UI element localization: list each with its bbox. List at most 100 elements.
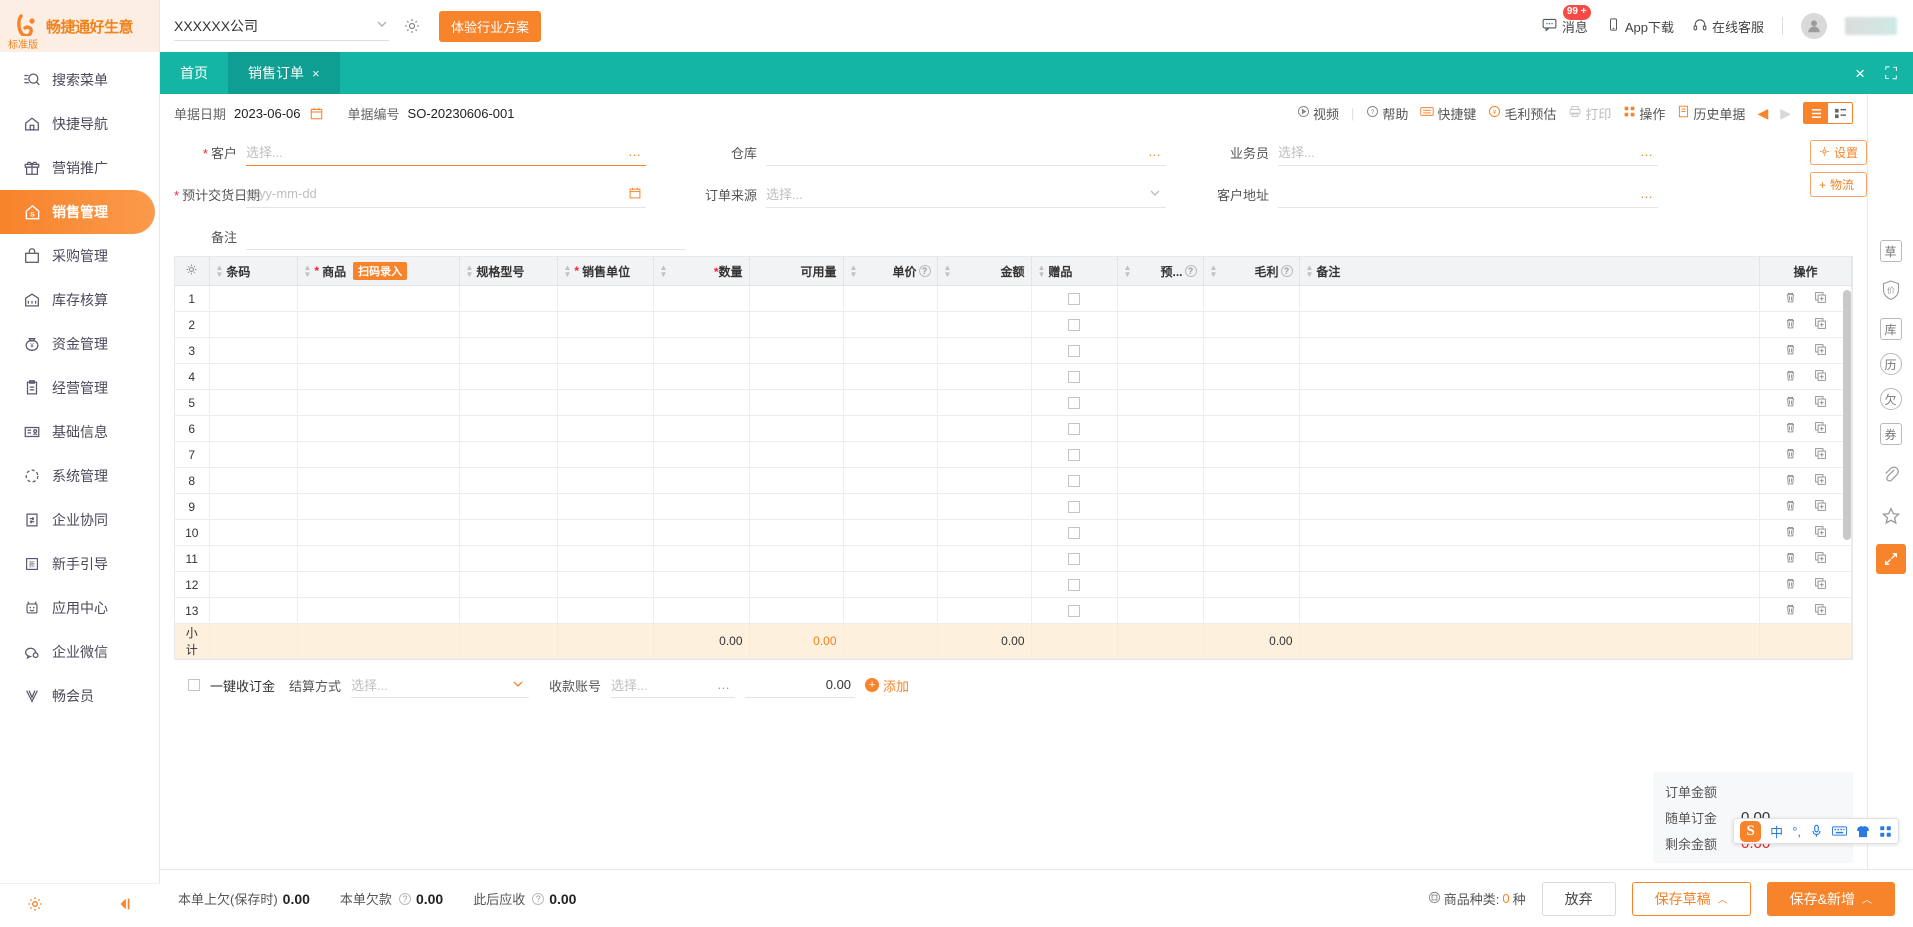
cell-spec[interactable] bbox=[459, 389, 558, 416]
cell-spec[interactable] bbox=[459, 519, 558, 546]
order-source-input[interactable]: 选择... bbox=[766, 180, 1166, 208]
cell-amount[interactable] bbox=[937, 467, 1032, 494]
sort-icon[interactable]: ▲ ▼ bbox=[849, 263, 858, 279]
cell-pre[interactable] bbox=[1117, 467, 1204, 494]
trash-icon[interactable] bbox=[1784, 551, 1797, 567]
sidebar-item-member[interactable]: 畅会员 bbox=[0, 674, 159, 718]
form-settings-button[interactable]: 设置 bbox=[1809, 140, 1867, 165]
cell-price[interactable] bbox=[843, 389, 938, 416]
sort-icon[interactable]: ▲ ▼ bbox=[215, 263, 224, 279]
cell-amount[interactable] bbox=[937, 597, 1032, 624]
company-settings-button[interactable] bbox=[403, 17, 421, 35]
cell-unit[interactable] bbox=[557, 389, 654, 416]
cell-spec[interactable] bbox=[459, 415, 558, 442]
online-service-button[interactable]: 在线客服 bbox=[1692, 17, 1764, 36]
copy-row-icon[interactable] bbox=[1814, 551, 1827, 567]
customer-address-more-icon[interactable]: … bbox=[1640, 186, 1654, 201]
ime-mode-chinese[interactable]: 中 bbox=[1770, 824, 1784, 840]
cell-unit[interactable] bbox=[557, 285, 654, 312]
sidebar-item-search-menu[interactable]: 搜索菜单 bbox=[0, 58, 159, 102]
cell-unit[interactable] bbox=[557, 415, 654, 442]
cell-barcode[interactable] bbox=[209, 363, 298, 390]
salesperson-more-icon[interactable]: … bbox=[1640, 144, 1654, 159]
col-unit[interactable]: ▲ ▼ * 销售单位 bbox=[557, 257, 654, 286]
cell-pre[interactable] bbox=[1117, 363, 1204, 390]
table-row[interactable]: 1 bbox=[175, 285, 1852, 312]
cell-pre[interactable] bbox=[1117, 545, 1204, 572]
sort-icon[interactable]: ▲ ▼ bbox=[659, 263, 668, 279]
cell-price[interactable] bbox=[843, 311, 938, 338]
trash-icon[interactable] bbox=[1784, 421, 1797, 437]
cell-remark[interactable] bbox=[1299, 311, 1760, 338]
help-button[interactable]: ? 帮助 bbox=[1366, 104, 1408, 123]
cell-qty[interactable] bbox=[653, 467, 750, 494]
chevron-right-icon[interactable]: ▶ bbox=[1780, 104, 1791, 121]
cell-gift[interactable] bbox=[1031, 493, 1118, 520]
cell-amount[interactable] bbox=[937, 311, 1032, 338]
payment-amount-input[interactable]: 0.00 bbox=[745, 672, 856, 698]
cell-price[interactable] bbox=[843, 467, 938, 494]
gift-checkbox[interactable] bbox=[1068, 423, 1080, 436]
coupon-icon[interactable]: 券 bbox=[1879, 423, 1902, 445]
cell-price[interactable] bbox=[843, 285, 938, 312]
print-button[interactable]: 打印 bbox=[1568, 104, 1611, 123]
col-remark[interactable]: ▲ ▼ 备注 bbox=[1299, 257, 1760, 286]
cell-spec[interactable] bbox=[459, 571, 558, 598]
copy-row-icon[interactable] bbox=[1814, 421, 1827, 437]
price-icon[interactable]: 价 bbox=[1876, 275, 1906, 305]
trash-icon[interactable] bbox=[1784, 447, 1797, 463]
col-product[interactable]: ▲ ▼ * 商品 扫码录入 bbox=[297, 257, 460, 286]
cell-remark[interactable] bbox=[1299, 415, 1760, 442]
cell-unit[interactable] bbox=[557, 337, 654, 364]
copy-row-icon[interactable] bbox=[1814, 395, 1827, 411]
gift-checkbox[interactable] bbox=[1068, 475, 1080, 488]
salesperson-input[interactable]: 选择... … bbox=[1278, 138, 1658, 166]
copy-row-icon[interactable] bbox=[1814, 525, 1827, 541]
cell-gift[interactable] bbox=[1031, 571, 1118, 598]
cell-barcode[interactable] bbox=[209, 571, 298, 598]
sort-icon[interactable]: ▲ ▼ bbox=[943, 263, 952, 279]
copy-row-icon[interactable] bbox=[1814, 499, 1827, 515]
sogou-logo-icon[interactable]: S bbox=[1740, 820, 1762, 842]
cell-pre[interactable] bbox=[1117, 337, 1204, 364]
sort-icon[interactable]: ▲ ▼ bbox=[303, 263, 312, 279]
delivery-date-input[interactable]: yyyy-mm-dd bbox=[246, 180, 646, 208]
customer-input[interactable]: 选择... … bbox=[246, 138, 646, 166]
cell-price[interactable] bbox=[843, 337, 938, 364]
cell-price[interactable] bbox=[843, 519, 938, 546]
avatar[interactable] bbox=[1801, 13, 1827, 39]
expand-icon[interactable] bbox=[1875, 544, 1906, 574]
cell-amount[interactable] bbox=[937, 363, 1032, 390]
scan-entry-button[interactable]: 扫码录入 bbox=[353, 262, 408, 280]
cell-pre[interactable] bbox=[1117, 415, 1204, 442]
copy-row-icon[interactable] bbox=[1814, 603, 1827, 619]
cell-product[interactable] bbox=[297, 441, 460, 468]
cell-remark[interactable] bbox=[1299, 597, 1760, 624]
cell-pre[interactable] bbox=[1117, 493, 1204, 520]
col-qty[interactable]: ▲ ▼ *数量 bbox=[653, 257, 750, 286]
sort-icon[interactable]: ▲ ▼ bbox=[563, 263, 572, 279]
table-row[interactable]: 13 bbox=[175, 597, 1852, 624]
ime-punctuation-toggle[interactable]: °, bbox=[1792, 823, 1801, 839]
cell-unit[interactable] bbox=[557, 545, 654, 572]
cell-gift[interactable] bbox=[1031, 285, 1118, 312]
question-circle-icon[interactable]: ? bbox=[918, 265, 931, 277]
cell-barcode[interactable] bbox=[209, 311, 298, 338]
operations-button[interactable]: 操作 bbox=[1623, 104, 1665, 123]
cell-unit[interactable] bbox=[557, 571, 654, 598]
cell-remark[interactable] bbox=[1299, 363, 1760, 390]
cell-amount[interactable] bbox=[937, 571, 1032, 598]
table-row[interactable]: 9 bbox=[175, 493, 1852, 520]
cell-remark[interactable] bbox=[1299, 493, 1760, 520]
collapse-icon[interactable] bbox=[116, 895, 134, 916]
trash-icon[interactable] bbox=[1784, 499, 1797, 515]
star-icon[interactable] bbox=[1876, 501, 1906, 531]
cell-pre[interactable] bbox=[1117, 389, 1204, 416]
cell-gift[interactable] bbox=[1031, 311, 1118, 338]
col-price[interactable]: ▲ ▼ 单价 ? bbox=[843, 257, 938, 286]
cell-barcode[interactable] bbox=[209, 597, 298, 624]
col-barcode[interactable]: ▲ ▼ 条码 bbox=[209, 257, 298, 286]
cell-unit[interactable] bbox=[557, 597, 654, 624]
trash-icon[interactable] bbox=[1784, 343, 1797, 359]
discard-button[interactable]: 放弃 bbox=[1541, 881, 1616, 916]
